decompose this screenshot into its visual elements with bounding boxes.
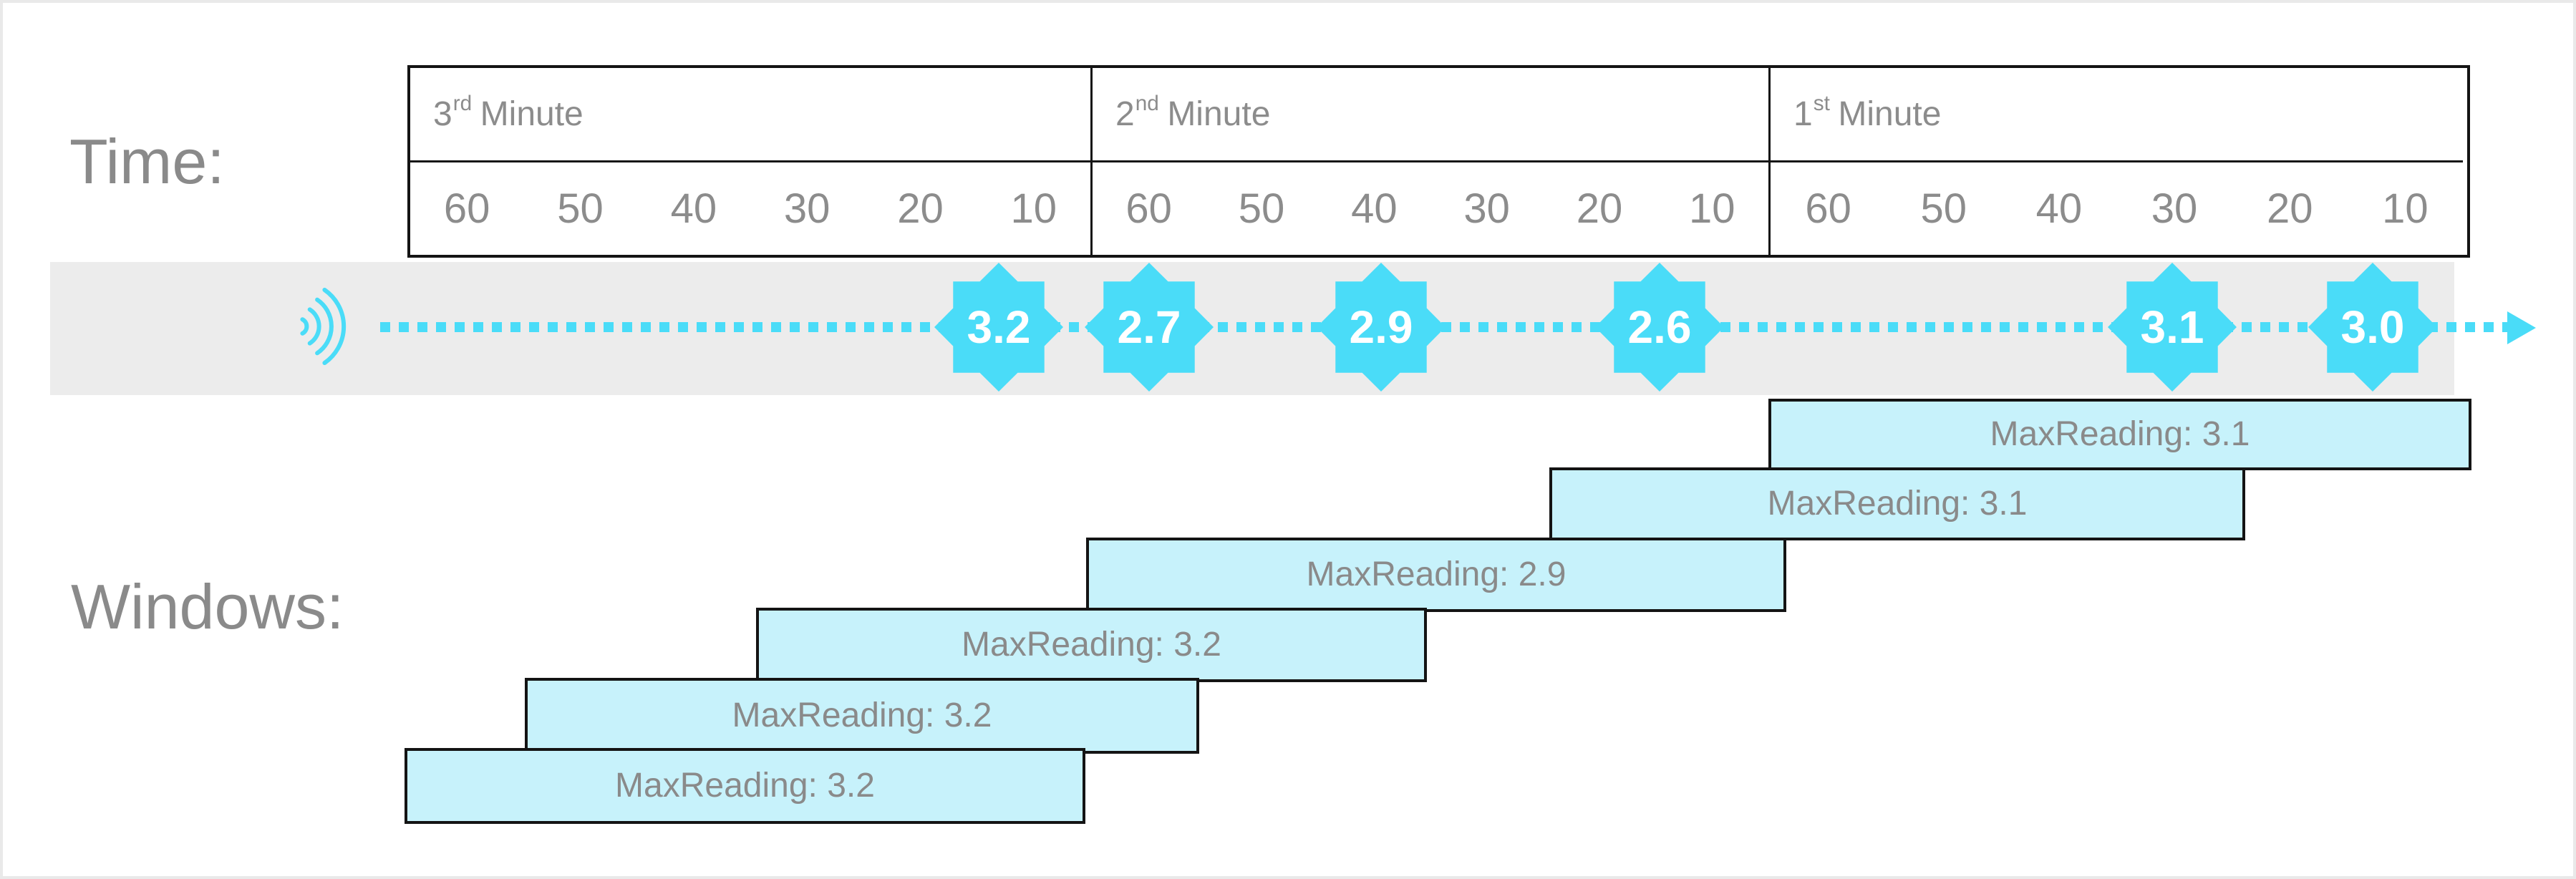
tick-label: 10 [1010, 185, 1057, 232]
event-badge: 2.6 [1595, 263, 1724, 392]
minute-unit: Minute [1167, 94, 1271, 133]
minute-number: 2 [1115, 94, 1135, 133]
tick-label: 20 [2266, 185, 2313, 232]
ordinal-suffix: rd [452, 91, 473, 115]
event-value: 2.7 [1117, 301, 1181, 353]
window-box: MaxReading: 3.2 [525, 678, 1199, 754]
window-box: MaxReading: 3.1 [1549, 467, 2245, 540]
event-value: 2.9 [1349, 301, 1413, 353]
time-row-label: Time: [69, 126, 225, 197]
signal-waves-icon [300, 288, 347, 365]
tick-label: 30 [1463, 185, 1510, 232]
event-badge: 3.0 [2308, 263, 2437, 392]
tick-row-3rd-minute: 60 50 40 30 20 10 [410, 162, 1090, 255]
minute-unit: Minute [480, 94, 584, 133]
window-box: MaxReading: 3.2 [405, 748, 1085, 824]
window-box: MaxReading: 3.1 [1768, 399, 2471, 470]
tick-label: 30 [2151, 185, 2198, 232]
tick-row-2nd-minute: 60 50 40 30 20 10 [1093, 162, 1768, 255]
event-badge: 3.1 [2108, 263, 2237, 392]
tick-label: 30 [783, 185, 831, 232]
tick-label: 10 [1689, 185, 1735, 232]
tick-label: 50 [1920, 185, 1967, 232]
window-label: MaxReading: 2.9 [1306, 555, 1567, 593]
event-value: 3.1 [2140, 301, 2204, 353]
tick-label: 10 [2382, 185, 2429, 232]
tick-label: 60 [1125, 185, 1172, 232]
minute-number: 1 [1793, 94, 1813, 133]
window-label: MaxReading: 3.2 [962, 626, 1221, 664]
tick-label: 60 [443, 185, 490, 232]
window-box: MaxReading: 2.9 [1086, 538, 1786, 612]
tick-label: 50 [1238, 185, 1285, 232]
tick-label: 60 [1805, 185, 1851, 232]
event-value: 3.0 [2340, 301, 2405, 353]
window-label: MaxReading: 3.1 [1767, 485, 2028, 523]
event-value: 2.6 [1627, 301, 1692, 353]
ordinal-suffix: st [1813, 91, 1830, 115]
tick-label: 20 [1576, 185, 1623, 232]
event-badge: 2.9 [1317, 263, 1446, 392]
event-badge: 3.2 [934, 263, 1063, 392]
window-label: MaxReading: 3.2 [615, 767, 875, 805]
ordinal-suffix: nd [1135, 91, 1159, 115]
tick-label: 40 [670, 185, 717, 232]
window-label: MaxReading: 3.1 [1990, 415, 2250, 453]
window-box: MaxReading: 3.2 [756, 608, 1427, 682]
tick-label: 20 [897, 185, 944, 232]
event-value: 3.2 [967, 301, 1031, 353]
tick-label: 50 [557, 185, 604, 232]
window-label: MaxReading: 3.2 [732, 696, 992, 734]
tick-label: 40 [1351, 185, 1398, 232]
minute-number: 3 [433, 94, 452, 133]
arrow-head-icon [2507, 311, 2536, 344]
event-badge: 2.7 [1085, 263, 1214, 392]
minute-unit: Minute [1838, 94, 1942, 133]
tick-row-1st-minute: 60 50 40 30 20 10 [1771, 162, 2463, 255]
tick-label: 40 [2035, 185, 2083, 232]
windows-row-label: Windows: [71, 571, 344, 642]
